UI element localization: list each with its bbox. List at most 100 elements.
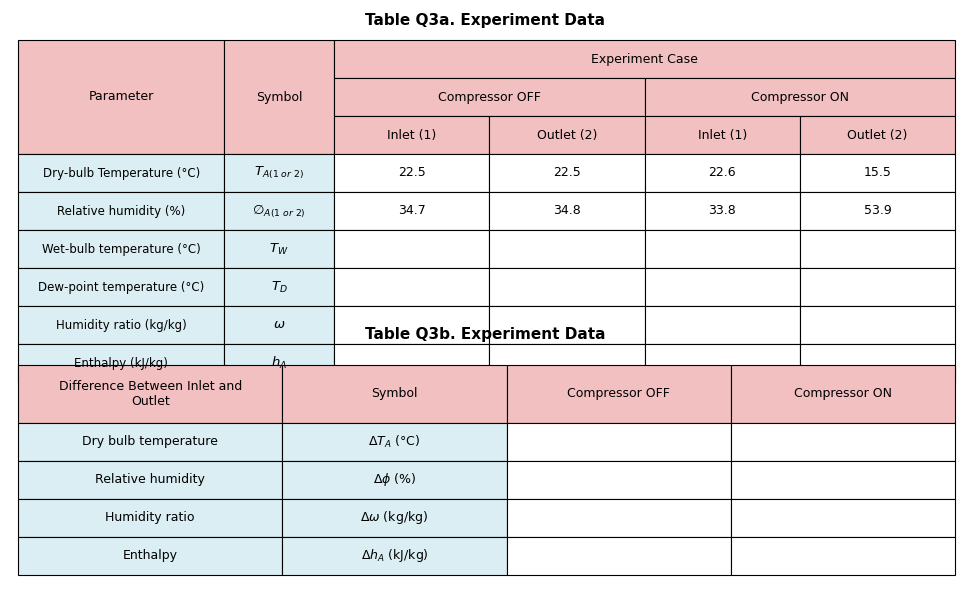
Text: $\Delta h_A$ (kJ/kg): $\Delta h_A$ (kJ/kg) bbox=[360, 547, 428, 565]
Bar bbox=[507, 499, 731, 537]
Text: 22.5: 22.5 bbox=[553, 166, 581, 179]
Bar bbox=[800, 344, 955, 382]
Text: $\Delta\omega$ (kg/kg): $\Delta\omega$ (kg/kg) bbox=[360, 509, 428, 527]
Text: Wet-bulb temperature (°C): Wet-bulb temperature (°C) bbox=[42, 242, 200, 256]
Bar bbox=[334, 192, 489, 230]
Bar bbox=[18, 344, 224, 382]
Text: Dry-bulb Temperature (°C): Dry-bulb Temperature (°C) bbox=[43, 166, 200, 179]
Bar bbox=[224, 230, 334, 268]
Bar bbox=[731, 461, 955, 499]
Bar bbox=[224, 192, 334, 230]
Bar bbox=[334, 78, 645, 116]
Text: $\omega$: $\omega$ bbox=[273, 319, 285, 331]
Bar bbox=[800, 268, 955, 306]
Text: 34.7: 34.7 bbox=[398, 205, 425, 217]
Bar bbox=[507, 537, 731, 575]
Text: Inlet (1): Inlet (1) bbox=[387, 128, 437, 142]
Bar bbox=[731, 423, 955, 461]
Bar bbox=[283, 537, 507, 575]
Text: $\Delta T_A$ (°C): $\Delta T_A$ (°C) bbox=[368, 434, 420, 450]
Text: $T_D$: $T_D$ bbox=[271, 280, 287, 295]
Bar bbox=[800, 192, 955, 230]
Bar bbox=[334, 40, 955, 78]
Text: 22.5: 22.5 bbox=[398, 166, 425, 179]
Text: Inlet (1): Inlet (1) bbox=[697, 128, 747, 142]
Bar bbox=[334, 306, 489, 344]
Text: Compressor OFF: Compressor OFF bbox=[567, 388, 670, 401]
Text: Parameter: Parameter bbox=[88, 91, 153, 103]
Text: 22.6: 22.6 bbox=[709, 166, 736, 179]
Text: 15.5: 15.5 bbox=[863, 166, 891, 179]
Text: $h_A$: $h_A$ bbox=[271, 355, 287, 371]
Bar bbox=[224, 154, 334, 192]
Bar bbox=[489, 306, 645, 344]
Bar bbox=[800, 306, 955, 344]
Bar bbox=[18, 423, 283, 461]
Bar bbox=[645, 268, 800, 306]
Bar bbox=[645, 78, 955, 116]
Bar bbox=[334, 230, 489, 268]
Bar bbox=[18, 365, 283, 423]
Text: Enthalpy: Enthalpy bbox=[122, 550, 178, 563]
Bar bbox=[731, 499, 955, 537]
Text: Compressor ON: Compressor ON bbox=[751, 91, 849, 103]
Text: Enthalpy (kJ/kg): Enthalpy (kJ/kg) bbox=[74, 356, 168, 370]
Bar bbox=[489, 154, 645, 192]
Text: Humidity ratio (kg/kg): Humidity ratio (kg/kg) bbox=[55, 319, 186, 331]
Bar bbox=[283, 499, 507, 537]
Bar bbox=[334, 344, 489, 382]
Bar bbox=[18, 499, 283, 537]
Bar bbox=[489, 116, 645, 154]
Bar bbox=[334, 154, 489, 192]
Bar bbox=[18, 154, 224, 192]
Text: $T_{A(1\ or\ 2)}$: $T_{A(1\ or\ 2)}$ bbox=[254, 165, 304, 181]
Bar bbox=[18, 230, 224, 268]
Bar bbox=[731, 365, 955, 423]
Bar bbox=[645, 230, 800, 268]
Text: Outlet (2): Outlet (2) bbox=[537, 128, 597, 142]
Bar bbox=[18, 461, 283, 499]
Bar bbox=[18, 268, 224, 306]
Text: Humidity ratio: Humidity ratio bbox=[106, 511, 195, 524]
Text: Compressor OFF: Compressor OFF bbox=[438, 91, 541, 103]
Bar bbox=[489, 230, 645, 268]
Bar bbox=[224, 306, 334, 344]
Text: Relative humidity: Relative humidity bbox=[95, 473, 205, 487]
Text: 33.8: 33.8 bbox=[709, 205, 736, 217]
Bar bbox=[645, 306, 800, 344]
Bar bbox=[645, 344, 800, 382]
Text: Symbol: Symbol bbox=[371, 388, 418, 401]
Bar bbox=[283, 461, 507, 499]
Bar bbox=[645, 116, 800, 154]
Text: Symbol: Symbol bbox=[256, 91, 303, 103]
Bar bbox=[224, 40, 334, 154]
Bar bbox=[507, 461, 731, 499]
Text: 53.9: 53.9 bbox=[863, 205, 891, 217]
Text: $\Delta\phi$ (%): $\Delta\phi$ (%) bbox=[373, 472, 417, 488]
Text: 34.8: 34.8 bbox=[553, 205, 581, 217]
Text: Difference Between Inlet and
Outlet: Difference Between Inlet and Outlet bbox=[58, 380, 242, 408]
Bar bbox=[800, 230, 955, 268]
Text: Outlet (2): Outlet (2) bbox=[848, 128, 908, 142]
Bar bbox=[489, 344, 645, 382]
Bar bbox=[731, 537, 955, 575]
Text: Experiment Case: Experiment Case bbox=[591, 52, 698, 65]
Bar bbox=[224, 268, 334, 306]
Text: Table Q3b. Experiment Data: Table Q3b. Experiment Data bbox=[365, 328, 605, 343]
Bar bbox=[334, 268, 489, 306]
Bar bbox=[18, 40, 224, 154]
Bar bbox=[334, 116, 489, 154]
Text: Table Q3a. Experiment Data: Table Q3a. Experiment Data bbox=[365, 13, 605, 28]
Bar bbox=[224, 344, 334, 382]
Bar bbox=[489, 268, 645, 306]
Text: Dry bulb temperature: Dry bulb temperature bbox=[83, 436, 218, 449]
Text: Dew-point temperature (°C): Dew-point temperature (°C) bbox=[38, 280, 204, 293]
Text: Relative humidity (%): Relative humidity (%) bbox=[57, 205, 185, 217]
Bar bbox=[800, 116, 955, 154]
Bar bbox=[18, 537, 283, 575]
Bar bbox=[645, 154, 800, 192]
Bar bbox=[507, 365, 731, 423]
Text: $\varnothing_{A(1\ or\ 2)}$: $\varnothing_{A(1\ or\ 2)}$ bbox=[252, 202, 306, 220]
Bar bbox=[800, 154, 955, 192]
Bar bbox=[18, 192, 224, 230]
